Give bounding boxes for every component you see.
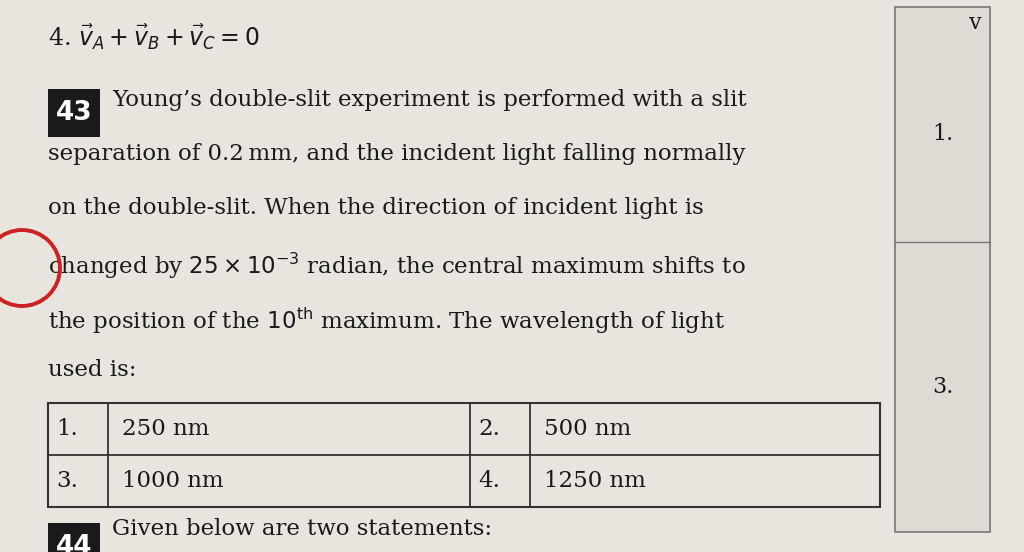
Text: 44: 44 bbox=[55, 534, 92, 552]
Text: separation of 0.2 mm, and the incident light falling normally: separation of 0.2 mm, and the incident l… bbox=[48, 143, 745, 165]
FancyBboxPatch shape bbox=[48, 89, 100, 137]
Text: 3.: 3. bbox=[932, 376, 953, 398]
Text: 3.: 3. bbox=[56, 470, 78, 492]
Text: 4.: 4. bbox=[478, 470, 500, 492]
Bar bbox=[48, 403, 880, 507]
Text: 1250 nm: 1250 nm bbox=[544, 470, 646, 492]
Text: 4. $\vec{v}_A + \vec{v}_B + \vec{v}_C = 0$: 4. $\vec{v}_A + \vec{v}_B + \vec{v}_C = … bbox=[48, 22, 259, 52]
Text: 1.: 1. bbox=[932, 124, 953, 146]
Text: on the double-slit. When the direction of incident light is: on the double-slit. When the direction o… bbox=[48, 197, 703, 219]
Text: the position of the $10^{\mathrm{th}}$ maximum. The wavelength of light: the position of the $10^{\mathrm{th}}$ m… bbox=[48, 305, 725, 336]
Text: 250 nm: 250 nm bbox=[122, 418, 209, 440]
Text: used is:: used is: bbox=[48, 359, 136, 381]
Text: v: v bbox=[970, 12, 982, 34]
Text: 500 nm: 500 nm bbox=[544, 418, 631, 440]
Text: 43: 43 bbox=[55, 100, 92, 126]
Text: Given below are two statements:: Given below are two statements: bbox=[112, 518, 493, 540]
FancyBboxPatch shape bbox=[48, 523, 100, 552]
Text: 1000 nm: 1000 nm bbox=[122, 470, 223, 492]
Bar bbox=[895, 7, 990, 532]
Text: 2.: 2. bbox=[478, 418, 500, 440]
Text: changed by $25 \times 10^{-3}$ radian, the central maximum shifts to: changed by $25 \times 10^{-3}$ radian, t… bbox=[48, 251, 745, 281]
Text: 1.: 1. bbox=[56, 418, 78, 440]
Text: Young’s double-slit experiment is performed with a slit: Young’s double-slit experiment is perfor… bbox=[112, 89, 746, 111]
